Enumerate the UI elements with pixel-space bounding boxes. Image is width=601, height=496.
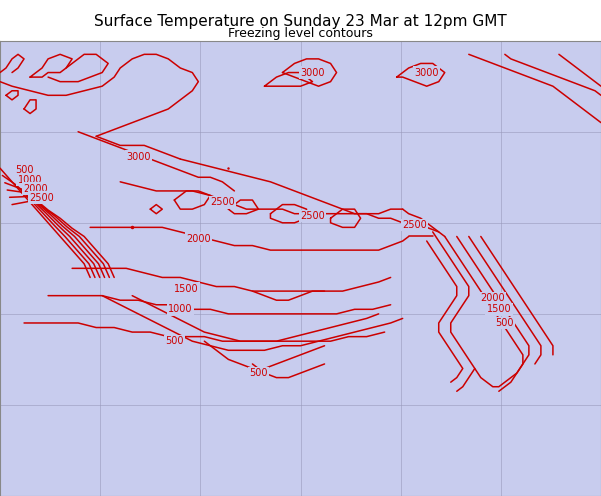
Text: 2000: 2000 (481, 293, 505, 303)
Text: 2500: 2500 (300, 211, 325, 221)
Text: 500: 500 (496, 318, 514, 328)
Text: 500: 500 (15, 166, 33, 176)
Text: 3000: 3000 (415, 67, 439, 77)
Text: 2500: 2500 (210, 197, 235, 207)
Text: 2500: 2500 (29, 193, 55, 203)
Text: 1000: 1000 (168, 305, 192, 314)
Text: Surface Temperature on Sunday 23 Mar at 12pm GMT: Surface Temperature on Sunday 23 Mar at … (94, 14, 507, 29)
Text: 2500: 2500 (402, 220, 427, 230)
Text: 1500: 1500 (487, 305, 511, 314)
Text: 1000: 1000 (18, 175, 42, 185)
Text: 1500: 1500 (174, 284, 198, 294)
Text: 500: 500 (249, 368, 267, 378)
Text: 2000: 2000 (24, 184, 48, 193)
Text: 3000: 3000 (300, 67, 325, 77)
Text: Freezing level contours: Freezing level contours (228, 27, 373, 40)
Text: 500: 500 (165, 336, 183, 346)
Text: 2000: 2000 (186, 234, 210, 244)
Text: 3000: 3000 (126, 152, 150, 162)
